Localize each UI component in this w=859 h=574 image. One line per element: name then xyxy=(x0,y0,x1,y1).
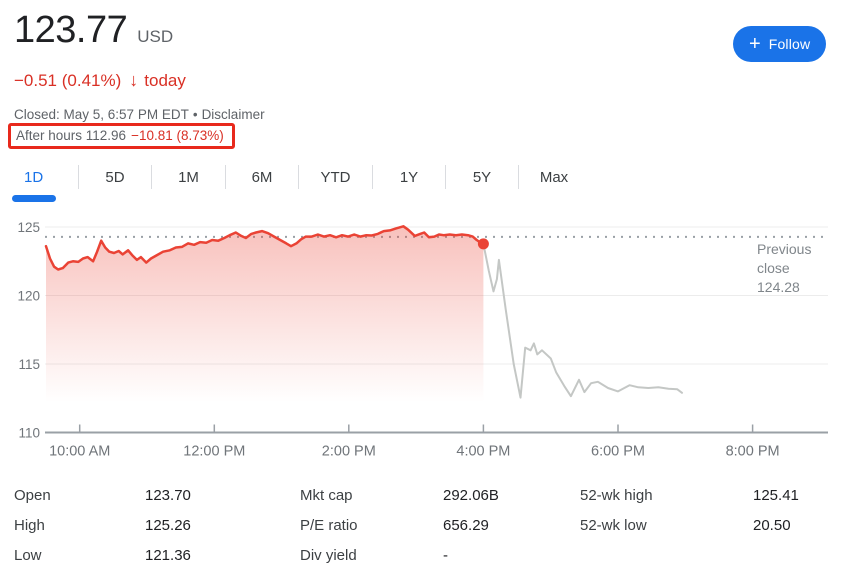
disclaimer-link[interactable]: Disclaimer xyxy=(201,107,265,122)
market-status: Closed: May 5, 6:57 PM EDT xyxy=(14,107,189,122)
y-axis-label: 120 xyxy=(17,289,40,304)
stat-value: - xyxy=(443,547,448,564)
tab-1d[interactable]: 1D xyxy=(12,163,78,203)
stock-price: 123.77 xyxy=(14,9,128,51)
active-tab-underline xyxy=(12,195,56,202)
tab-label: 5D xyxy=(105,169,125,186)
arrow-down-icon: ↓ xyxy=(129,70,139,90)
tab-divider xyxy=(445,165,446,189)
last-price-dot xyxy=(477,238,489,250)
tab-6m[interactable]: 6M xyxy=(226,163,298,203)
stat-label: 52-wk low xyxy=(580,517,647,534)
regular-hours-line xyxy=(44,225,485,271)
stat-value: 125.41 xyxy=(753,487,799,504)
regular-hours-fill xyxy=(46,226,484,432)
after-hours-line xyxy=(482,242,683,399)
stat-value: 121.36 xyxy=(145,547,191,564)
tab-divider xyxy=(225,165,226,189)
tab-5d[interactable]: 5D xyxy=(79,163,151,203)
tab-divider xyxy=(372,165,373,189)
follow-button-label: Follow xyxy=(768,36,811,52)
tab-divider xyxy=(151,165,152,189)
after-hours-highlight-box: After hours 112.96 −10.81 (8.73%) xyxy=(8,123,235,149)
key-stats-table: Open 123.70 High 125.26 Low 121.36 Mkt cap 292.… xyxy=(0,486,859,574)
price-chart-svg: 110 115 120 125 10:00 AM 12:00 PM 2:00 PM 4:00 … xyxy=(17,220,828,460)
time-range-tabs: 1D 5D 1M 6M YTD 1Y 5Y Max xyxy=(12,163,589,203)
price-row: 123.77 USD xyxy=(14,8,173,52)
market-status-row: Closed: May 5, 6:57 PM EDT • Disclaimer xyxy=(14,107,265,122)
x-axis-label: 4:00 PM xyxy=(456,444,510,460)
tab-divider xyxy=(78,165,79,189)
y-axis-label: 115 xyxy=(18,357,40,372)
tab-label: 5Y xyxy=(472,169,492,186)
stat-value: 125.26 xyxy=(145,517,191,534)
x-axis-label: 12:00 PM xyxy=(183,444,245,460)
x-axis-label: 8:00 PM xyxy=(726,444,780,460)
stat-value: 656.29 xyxy=(443,517,489,534)
price-change-row: −0.51 (0.41%) ↓ today xyxy=(14,70,186,91)
stat-label: P/E ratio xyxy=(300,517,358,534)
y-axis-label: 125 xyxy=(17,220,40,235)
tab-ytd[interactable]: YTD xyxy=(299,163,372,203)
follow-button[interactable]: + Follow xyxy=(733,26,827,62)
stat-label: High xyxy=(14,517,45,534)
x-axis-label: 6:00 PM xyxy=(591,444,645,460)
tab-5y[interactable]: 5Y xyxy=(446,163,518,203)
tab-label: 1Y xyxy=(399,169,419,186)
stat-label: Low xyxy=(14,547,42,564)
tab-label: YTD xyxy=(320,169,351,186)
tab-1m[interactable]: 1M xyxy=(152,163,225,203)
stat-label: 52-wk high xyxy=(580,487,653,504)
x-axis-label: 10:00 AM xyxy=(49,444,110,460)
tab-divider xyxy=(298,165,299,189)
tab-label: 1D xyxy=(24,169,44,186)
stat-label: Mkt cap xyxy=(300,487,353,504)
tab-max[interactable]: Max xyxy=(519,163,589,203)
tab-divider xyxy=(518,165,519,189)
price-change-period: today xyxy=(144,70,186,90)
after-hours-price: After hours 112.96 xyxy=(16,128,127,143)
price-chart[interactable]: 110 115 120 125 10:00 AM 12:00 PM 2:00 PM 4:00 … xyxy=(0,212,859,467)
stat-value: 20.50 xyxy=(753,517,791,534)
stat-label: Div yield xyxy=(300,547,357,564)
currency-label: USD xyxy=(137,27,174,46)
after-hours-change: −10.81 (8.73%) xyxy=(131,128,224,143)
tab-label: 1M xyxy=(178,169,199,186)
tab-label: Max xyxy=(539,169,569,186)
price-change: −0.51 (0.41%) xyxy=(14,70,122,90)
stat-label: Open xyxy=(14,487,51,504)
x-axis-label: 2:00 PM xyxy=(322,444,376,460)
stat-value: 292.06B xyxy=(443,487,499,504)
tab-label: 6M xyxy=(251,169,273,186)
y-axis-label: 110 xyxy=(18,426,40,441)
stat-value: 123.70 xyxy=(145,487,191,504)
tab-1y[interactable]: 1Y xyxy=(373,163,445,203)
bullet-separator: • xyxy=(192,107,198,122)
previous-close-label: Previous close 124.28 xyxy=(757,241,812,295)
plus-icon: + xyxy=(749,33,761,55)
